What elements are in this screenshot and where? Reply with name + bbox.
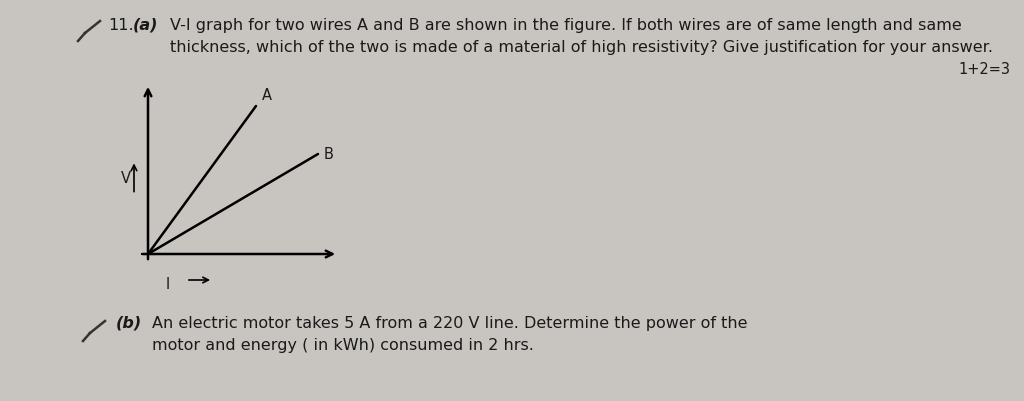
Text: (b): (b) bbox=[116, 315, 142, 330]
Text: B: B bbox=[324, 147, 334, 162]
Text: 11.: 11. bbox=[108, 18, 133, 33]
Text: I: I bbox=[166, 276, 170, 291]
Text: motor and energy ( in kWh) consumed in 2 hrs.: motor and energy ( in kWh) consumed in 2… bbox=[152, 337, 534, 352]
Text: V: V bbox=[121, 170, 131, 186]
Text: An electric motor takes 5 A from a 220 V line. Determine the power of the: An electric motor takes 5 A from a 220 V… bbox=[152, 315, 748, 330]
Text: A: A bbox=[262, 88, 272, 103]
Text: 1+2=3: 1+2=3 bbox=[958, 62, 1010, 77]
Text: (a): (a) bbox=[133, 18, 159, 33]
Text: V-I graph for two wires A and B are shown in the figure. If both wires are of sa: V-I graph for two wires A and B are show… bbox=[170, 18, 962, 33]
Text: thickness, which of the two is made of a material of high resistivity? Give just: thickness, which of the two is made of a… bbox=[170, 40, 993, 55]
